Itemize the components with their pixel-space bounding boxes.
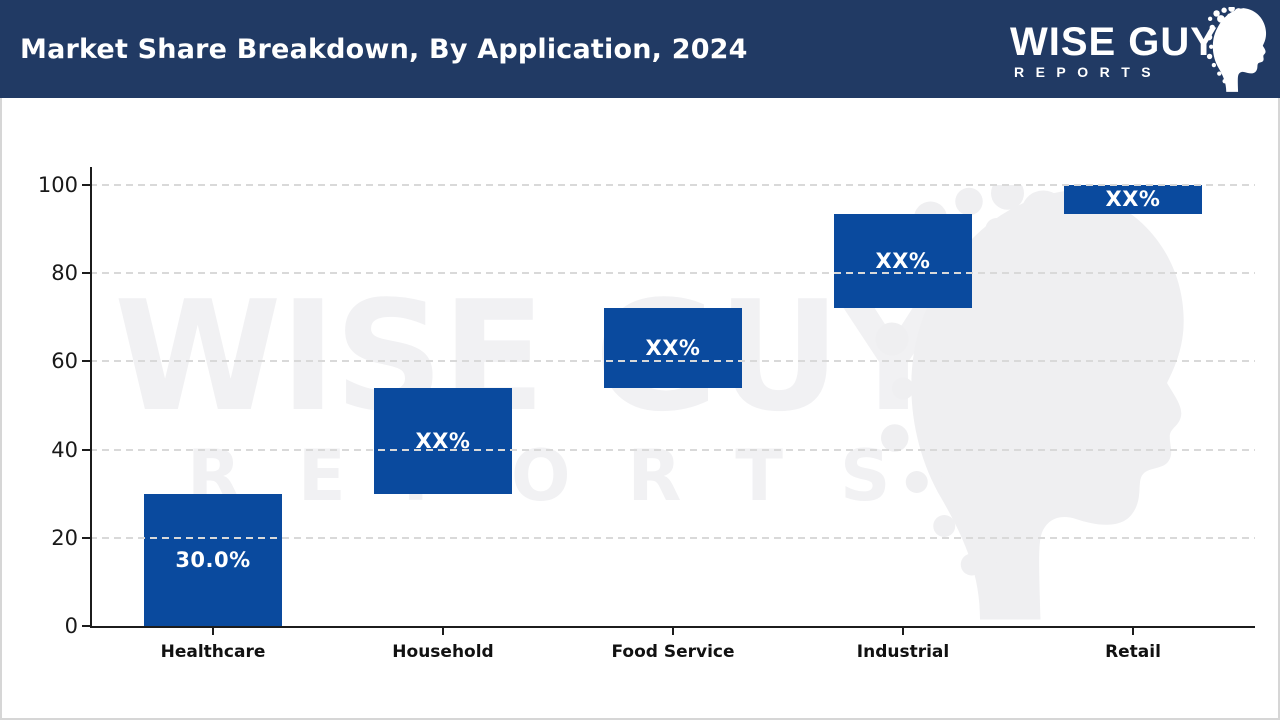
y-tick-label-40: 40 [51,437,78,462]
x-tick-label-retail: Retail [1105,642,1161,662]
gridline-y40 [90,448,1255,451]
y-tick-label-100: 100 [37,173,78,197]
y-tick-60 [82,360,90,363]
x-tick-household [442,628,444,635]
header-bar: Market Share Breakdown, By Application, … [0,0,1280,98]
x-tick-healthcare [212,628,214,635]
page-title: Market Share Breakdown, By Application, … [20,33,748,65]
bar-value-label-food-service: XX% [645,336,701,361]
brand-logo-text: WISE GUY REPORTS [1010,21,1218,80]
x-tick-industrial [902,628,904,635]
watermark-wordmark: WISE GUY [114,268,949,445]
y-tick-40 [82,448,90,451]
brand-subtext: REPORTS [1013,63,1163,80]
x-tick-label-healthcare: Healthcare [160,642,266,662]
bar-healthcare: 30.0% [144,493,282,626]
bar-household: XX% [374,387,512,494]
x-tick-label-household: Household [392,642,494,662]
bar-industrial: XX% [834,213,972,309]
bar-food-service: XX% [604,308,742,388]
y-tick-label-80: 80 [51,261,78,286]
gridline-y100 [90,184,1255,186]
bar-retail: XX% [1064,185,1202,214]
gridline-y20 [90,536,1255,539]
gridline-y60 [90,360,1255,363]
bar-value-label-household: XX% [415,428,471,453]
y-tick-label-20: 20 [51,525,78,550]
y-tick-label-0: 0 [64,614,78,638]
y-tick-100 [82,184,90,186]
brand-logo: WISE GUY REPORTS [1010,5,1270,95]
x-tick-label-food-service: Food Service [611,642,735,662]
y-tick-80 [82,272,90,275]
x-tick-food-service [672,628,674,635]
chart-area: WISE GUY REPORTS 30.0% XX% XX% XX% XX% 0 20 40 6… [0,98,1280,720]
watermark-subtext: REPORTS [187,435,948,517]
x-tick-label-industrial: Industrial [856,642,950,662]
y-tick-0 [82,625,90,627]
y-tick-20 [82,536,90,539]
bar-value-label-retail: XX% [1105,187,1161,212]
bar-value-label-industrial: XX% [875,249,931,274]
x-tick-retail [1132,628,1134,635]
bar-value-label-healthcare: 30.0% [175,547,251,572]
y-tick-label-60: 60 [51,349,78,374]
x-axis-line [90,626,1255,628]
brand-wordmark: WISE GUY [1009,19,1218,64]
y-axis-line [90,167,92,628]
gridline-y80 [90,272,1255,275]
